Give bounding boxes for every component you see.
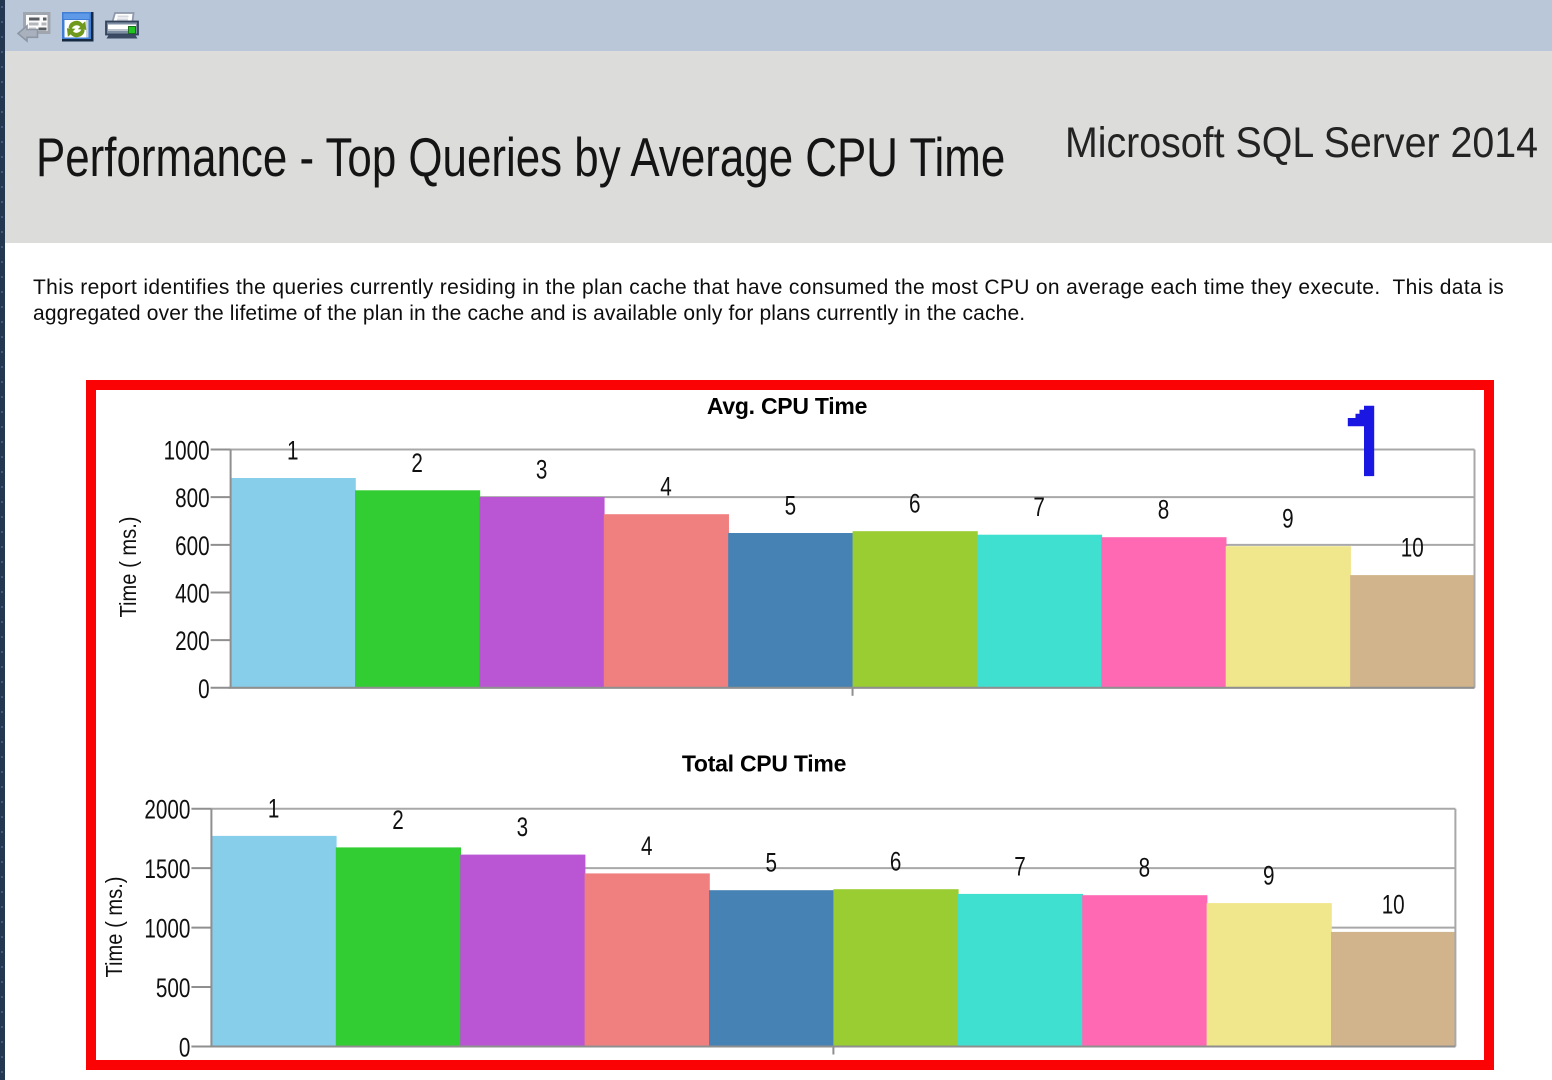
svg-text:1000: 1000	[164, 436, 210, 466]
svg-text:10: 10	[1401, 533, 1424, 563]
svg-text:1: 1	[287, 436, 299, 466]
svg-text:0: 0	[179, 1033, 191, 1063]
svg-text:7: 7	[1014, 851, 1026, 881]
svg-text:0: 0	[198, 674, 210, 704]
svg-text:4: 4	[641, 831, 653, 861]
svg-text:4: 4	[660, 472, 672, 502]
svg-text:8: 8	[1139, 853, 1151, 883]
svg-text:1500: 1500	[144, 854, 190, 884]
svg-text:6: 6	[909, 489, 921, 519]
svg-text:400: 400	[175, 578, 210, 608]
svg-text:200: 200	[175, 626, 210, 656]
svg-text:Time ( ms.): Time ( ms.)	[101, 877, 127, 978]
svg-text:2000: 2000	[144, 795, 190, 825]
svg-text:Avg. CPU Time: Avg. CPU Time	[707, 393, 867, 419]
svg-text:500: 500	[156, 973, 191, 1003]
svg-text:3: 3	[536, 455, 548, 485]
svg-text:9: 9	[1282, 504, 1294, 534]
svg-text:7: 7	[1033, 492, 1045, 522]
svg-text:10: 10	[1382, 889, 1405, 919]
svg-text:Total CPU Time: Total CPU Time	[682, 751, 846, 777]
svg-text:3: 3	[517, 812, 529, 842]
svg-text:2: 2	[411, 448, 423, 478]
svg-text:1: 1	[268, 793, 280, 823]
svg-text:9: 9	[1263, 861, 1275, 891]
svg-text:600: 600	[175, 531, 210, 561]
svg-text:8: 8	[1158, 495, 1170, 525]
svg-text:800: 800	[175, 483, 210, 513]
svg-text:6: 6	[890, 847, 902, 877]
svg-text:1000: 1000	[144, 914, 190, 944]
svg-text:5: 5	[785, 491, 797, 521]
svg-text:Time ( ms.): Time ( ms.)	[115, 517, 141, 618]
svg-text:2: 2	[392, 805, 404, 835]
svg-text:5: 5	[765, 848, 777, 878]
